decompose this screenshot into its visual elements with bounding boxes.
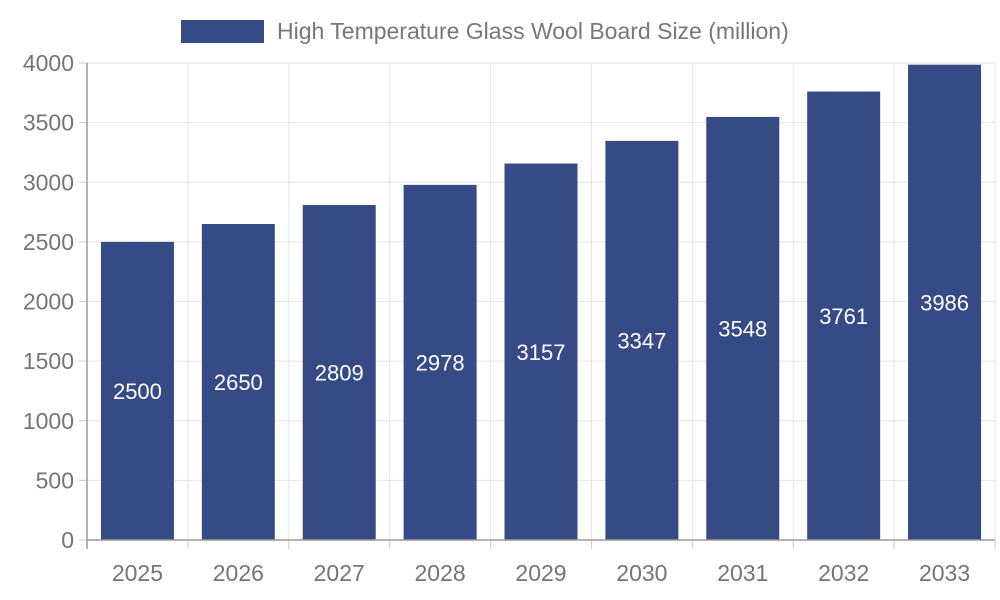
x-tick-label: 2028 (415, 560, 466, 586)
y-tick-label: 0 (61, 527, 74, 553)
x-tick-label: 2030 (616, 560, 667, 586)
bar (807, 91, 881, 541)
y-tick-label: 500 (36, 467, 74, 493)
bar-value-label: 3761 (819, 304, 868, 329)
y-tick-label: 2500 (23, 229, 74, 255)
y-tick-label: 4000 (23, 50, 74, 76)
y-tick-label: 2000 (23, 289, 74, 315)
y-tick-label: 1000 (23, 408, 74, 434)
bar-value-label: 2650 (214, 370, 263, 395)
y-tick-label: 3500 (23, 110, 74, 136)
bar-value-label: 2500 (113, 379, 162, 404)
legend-item[interactable]: High Temperature Glass Wool Board Size (… (181, 18, 789, 45)
x-tick-label: 2027 (314, 560, 365, 586)
x-tick-label: 2026 (213, 560, 264, 586)
bar (302, 205, 376, 541)
x-tick-label: 2033 (919, 560, 970, 586)
bar (504, 163, 578, 540)
bar-value-label: 3347 (617, 328, 666, 353)
bar-value-label: 3157 (517, 340, 566, 365)
legend-swatch-icon (181, 20, 264, 43)
bar-value-label: 3986 (920, 290, 969, 315)
bar-value-label: 2809 (315, 361, 364, 386)
y-tick-label: 3000 (23, 169, 74, 195)
bar (403, 184, 477, 540)
legend-label: High Temperature Glass Wool Board Size (… (277, 18, 789, 44)
bar (908, 64, 982, 541)
x-tick-label: 2025 (112, 560, 163, 586)
bar (706, 116, 780, 540)
y-tick-label: 1500 (23, 348, 74, 374)
bar (605, 140, 679, 541)
bar (201, 223, 275, 541)
bar-value-label: 3548 (718, 316, 767, 341)
bar-value-label: 2978 (416, 350, 465, 375)
x-tick-label: 2031 (717, 560, 768, 586)
x-tick-label: 2032 (818, 560, 869, 586)
x-tick-label: 2029 (515, 560, 566, 586)
bar (100, 241, 174, 540)
